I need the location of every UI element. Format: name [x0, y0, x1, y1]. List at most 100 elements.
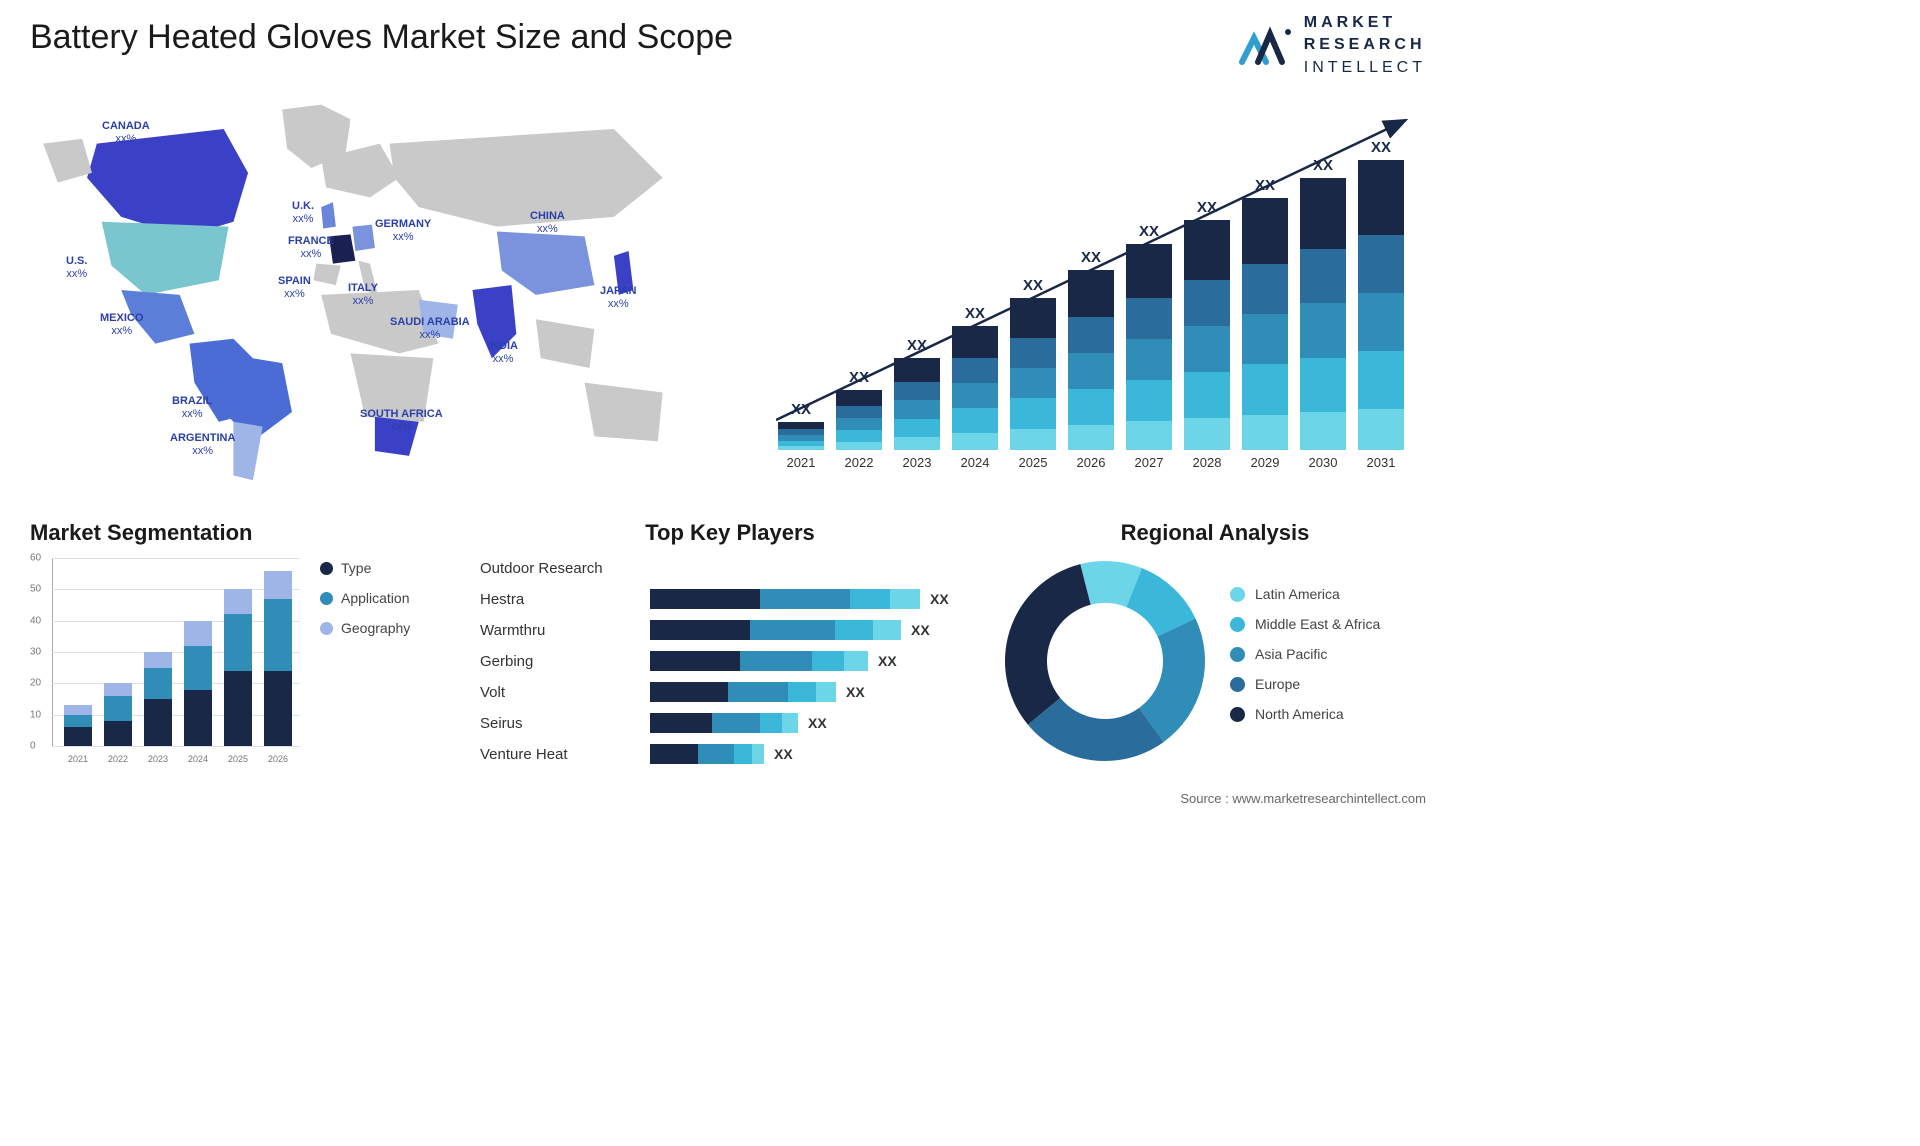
- kp-value-label: XX: [774, 746, 793, 762]
- growth-seg: [1184, 280, 1230, 326]
- growth-year-label: 2024: [952, 455, 998, 470]
- kp-seg: [812, 651, 844, 671]
- growth-seg: [1358, 409, 1404, 450]
- kp-seg: [650, 713, 712, 733]
- growth-value-label: XX: [1068, 249, 1114, 266]
- kp-row-gerbing: Gerbing XX: [480, 647, 980, 675]
- legend-dot: [320, 562, 333, 575]
- growth-seg: [1126, 421, 1172, 450]
- growth-value-label: XX: [1010, 277, 1056, 294]
- map-label-germany: GERMANYxx%: [375, 218, 431, 244]
- kp-seg: [650, 589, 760, 609]
- growth-seg: [894, 400, 940, 418]
- kp-label: Warmthru: [480, 622, 650, 639]
- kp-seg: [650, 744, 698, 764]
- map-region-usa: [102, 222, 229, 295]
- growth-seg: [1242, 364, 1288, 414]
- map-region-uk: [321, 202, 336, 228]
- growth-bar-2026: [1068, 270, 1114, 450]
- growth-seg: [1242, 314, 1288, 364]
- seg-xlabel: 2021: [64, 754, 92, 764]
- growth-seg: [894, 437, 940, 450]
- kp-row-outdoor-research: Outdoor Research: [480, 554, 980, 582]
- reg-legend-item: North America: [1230, 706, 1380, 722]
- map-label-mexico: MEXICOxx%: [100, 312, 143, 338]
- growth-seg: [1300, 412, 1346, 450]
- growth-seg: [1184, 220, 1230, 280]
- kp-seg: [782, 713, 798, 733]
- seg-xlabel: 2025: [224, 754, 252, 764]
- growth-value-label: XX: [952, 305, 998, 322]
- growth-seg: [952, 358, 998, 383]
- seg-xlabel: 2022: [104, 754, 132, 764]
- kp-bar: [650, 682, 836, 702]
- kp-seg: [750, 620, 835, 640]
- map-label-saudi-arabia: SAUDI ARABIAxx%: [390, 316, 470, 342]
- kp-seg: [650, 651, 740, 671]
- growth-seg: [1300, 178, 1346, 249]
- growth-year-label: 2022: [836, 455, 882, 470]
- seg-bar-2021: [64, 705, 92, 746]
- seg-bar-2025: [224, 589, 252, 746]
- kp-seg: [788, 682, 816, 702]
- growth-seg: [1242, 264, 1288, 314]
- seg-seg: [104, 696, 132, 721]
- kp-bar: [650, 589, 920, 609]
- kp-label: Volt: [480, 684, 650, 701]
- growth-seg: [1068, 353, 1114, 389]
- logo: MARKET RESEARCH INTELLECT: [1238, 12, 1426, 79]
- map-region-germany: [352, 225, 374, 251]
- map-label-italy: ITALYxx%: [348, 282, 378, 308]
- growth-seg: [1126, 298, 1172, 339]
- growth-value-label: XX: [1300, 157, 1346, 174]
- growth-seg: [1300, 249, 1346, 303]
- logo-icon: [1238, 22, 1294, 70]
- growth-seg: [836, 430, 882, 442]
- map-label-spain: SPAINxx%: [278, 275, 311, 301]
- kp-value-label: XX: [846, 684, 865, 700]
- growth-seg: [952, 326, 998, 358]
- seg-seg: [144, 652, 172, 668]
- legend-label: Type: [341, 560, 371, 576]
- kp-value-label: XX: [878, 653, 897, 669]
- growth-seg: [1126, 339, 1172, 380]
- kp-bar: [650, 651, 868, 671]
- growth-value-label: XX: [1358, 139, 1404, 156]
- growth-bar-2021: [778, 422, 824, 450]
- page-title: Battery Heated Gloves Market Size and Sc…: [30, 18, 733, 57]
- kp-label: Seirus: [480, 715, 650, 732]
- legend-label: North America: [1255, 706, 1344, 722]
- legend-label: Geography: [341, 620, 410, 636]
- growth-bar-2024: [952, 326, 998, 450]
- growth-year-label: 2029: [1242, 455, 1288, 470]
- growth-year-label: 2031: [1358, 455, 1404, 470]
- seg-seg: [224, 671, 252, 746]
- growth-bar-2027: [1126, 244, 1172, 450]
- seg-ytick: 0: [30, 741, 36, 752]
- growth-value-label: XX: [778, 401, 824, 418]
- growth-seg: [1242, 198, 1288, 264]
- map-label-france: FRANCExx%: [288, 235, 334, 261]
- seg-seg: [64, 715, 92, 728]
- map-label-south-africa: SOUTH AFRICAxx%: [360, 408, 443, 434]
- kp-value-label: XX: [808, 715, 827, 731]
- growth-year-label: 2028: [1184, 455, 1230, 470]
- growth-seg: [1010, 429, 1056, 450]
- kp-bar: [650, 713, 798, 733]
- growth-seg: [1126, 244, 1172, 298]
- keyplayers-title: Top Key Players: [480, 520, 980, 546]
- map-label-china: CHINAxx%: [530, 210, 565, 236]
- legend-dot: [1230, 587, 1245, 602]
- map-label-india: INDIAxx%: [488, 340, 518, 366]
- kp-seg: [650, 682, 728, 702]
- growth-seg: [1010, 298, 1056, 338]
- growth-value-label: XX: [894, 337, 940, 354]
- seg-bar-2024: [184, 621, 212, 746]
- kp-label: Gerbing: [480, 653, 650, 670]
- kp-seg: [835, 620, 873, 640]
- legend-label: Asia Pacific: [1255, 646, 1327, 662]
- kp-seg: [844, 651, 868, 671]
- kp-bar: [650, 620, 901, 640]
- growth-seg: [1358, 235, 1404, 293]
- growth-seg: [1358, 351, 1404, 409]
